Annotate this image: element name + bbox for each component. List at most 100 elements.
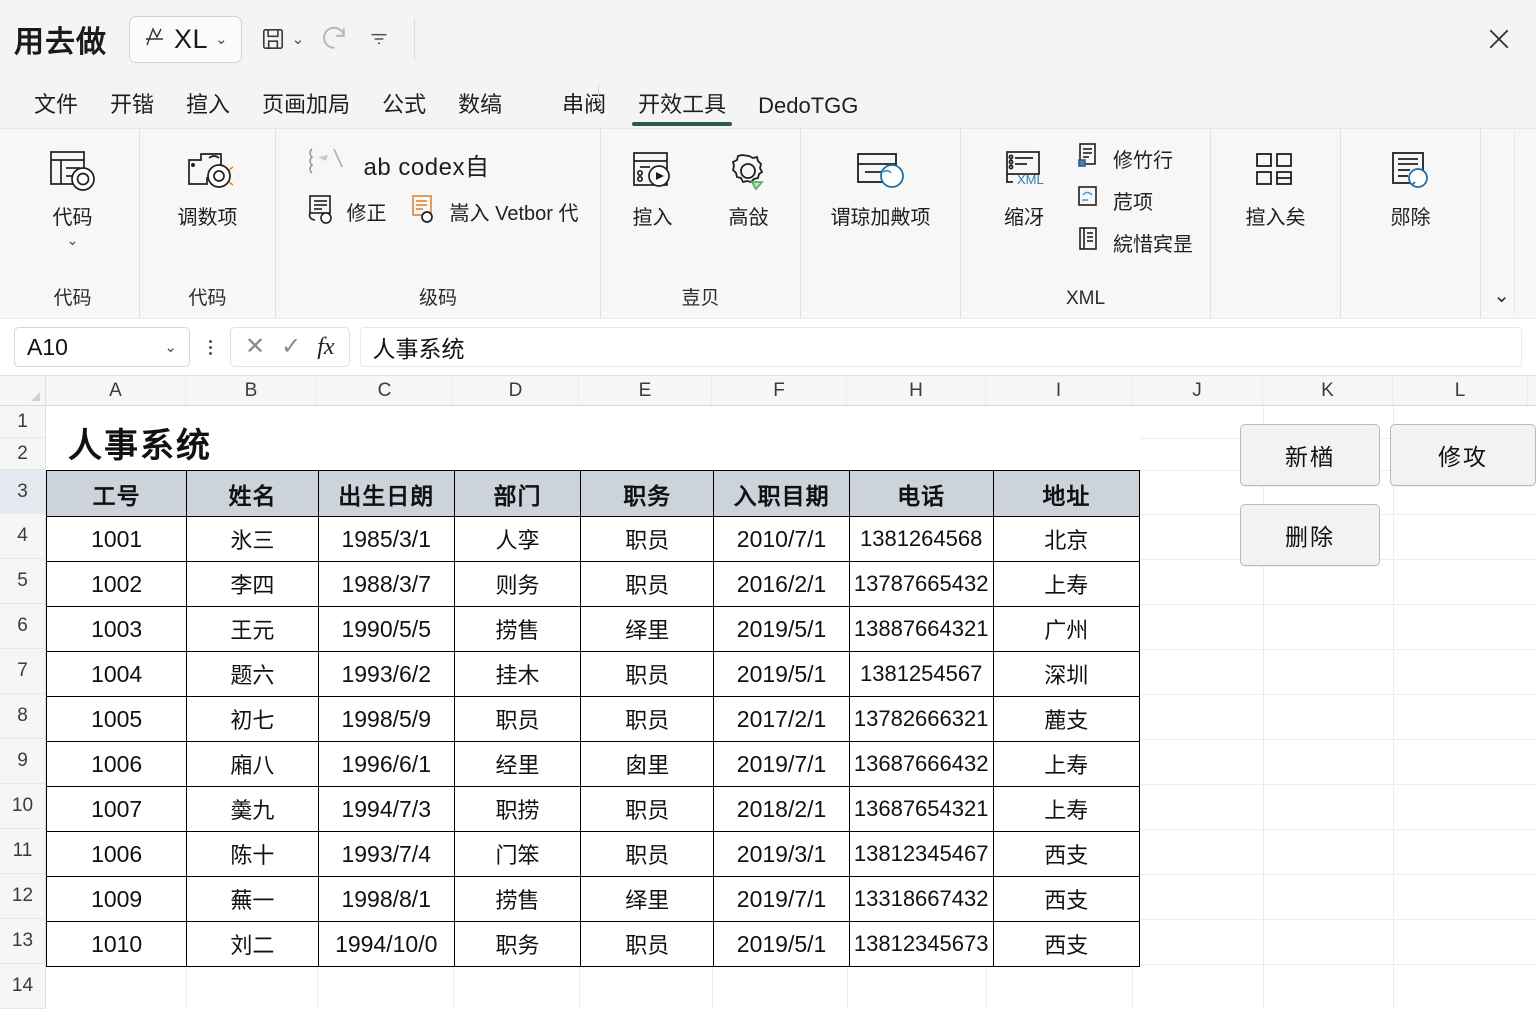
- cell-birthdate[interactable]: 1993/6/2: [317, 651, 455, 697]
- th-birthdate[interactable]: 出生日朗: [317, 470, 455, 517]
- row-header-7[interactable]: 7: [0, 649, 46, 694]
- redo-button[interactable]: [320, 24, 350, 54]
- cell-address[interactable]: 北京: [992, 516, 1141, 562]
- table-row[interactable]: 1006 陈十 1993/7/4 门笨 职员 2019/3/1 13812345…: [45, 831, 1141, 877]
- th-address[interactable]: 地址: [992, 470, 1141, 517]
- tab-data[interactable]: 数缟: [458, 92, 503, 117]
- cell-phone[interactable]: 13812345673: [848, 921, 994, 967]
- cell-address[interactable]: 上寿: [992, 741, 1141, 787]
- visual-basic-button[interactable]: 代码 ⌄: [17, 137, 129, 249]
- cell-employee-id[interactable]: 1006: [45, 741, 188, 787]
- tab-page-layout[interactable]: 页画加局: [262, 92, 351, 117]
- cell-birthdate[interactable]: 1988/3/7: [317, 561, 455, 607]
- row-header-14[interactable]: 14: [0, 964, 46, 1009]
- cell-phone[interactable]: 13687666432: [848, 741, 994, 787]
- xml-source-button[interactable]: XML 缩冴: [978, 137, 1070, 230]
- cell-employee-id[interactable]: 1007: [45, 786, 188, 832]
- cell-hiredate[interactable]: 2019/7/1: [713, 876, 850, 922]
- column-header-k[interactable]: K: [1263, 376, 1393, 405]
- row-header-13[interactable]: 13: [0, 919, 46, 964]
- table-row[interactable]: 1010 刘二 1994/10/0 职务 职员 2019/5/1 1381234…: [45, 921, 1141, 967]
- title-merged-cell[interactable]: [46, 406, 1140, 470]
- control-properties-button[interactable]: 高敆: [703, 137, 795, 230]
- row-header-2[interactable]: 2: [0, 438, 46, 470]
- tab-formulas[interactable]: 公式: [382, 92, 427, 117]
- cell-phone[interactable]: 13782666321: [848, 696, 994, 742]
- row-header-8[interactable]: 8: [0, 694, 46, 739]
- cell-hiredate[interactable]: 2019/5/1: [713, 921, 850, 967]
- chevron-down-icon[interactable]: ⌄: [164, 339, 177, 356]
- tab-file[interactable]: 文件: [34, 92, 79, 117]
- tab-insert[interactable]: 揎入: [186, 92, 231, 117]
- app-switcher-button[interactable]: XL ⌄: [129, 15, 242, 63]
- tab-dedotgg[interactable]: DedoTGG: [758, 93, 859, 118]
- insert-vba-button[interactable]: 嵩入 Vetbor 代: [407, 192, 578, 231]
- column-header-a[interactable]: A: [46, 376, 186, 405]
- codex-button[interactable]: ab codex自: [304, 137, 490, 186]
- cell-hiredate[interactable]: 2010/7/1: [713, 516, 850, 562]
- row-header-3[interactable]: 3: [0, 470, 46, 514]
- cell-department[interactable]: 捞售: [453, 876, 582, 922]
- table-row[interactable]: 1004 题六 1993/6/2 挂木 职员 2019/5/1 13812545…: [45, 651, 1141, 697]
- cell-name[interactable]: 陈十: [186, 831, 319, 877]
- record-macro-button[interactable]: 调数项: [152, 137, 264, 230]
- expansion-packs-button[interactable]: 苊项: [1074, 183, 1193, 218]
- cell-department[interactable]: 职捞: [453, 786, 582, 832]
- column-header-b[interactable]: B: [186, 376, 317, 405]
- table-row[interactable]: 1006 廂八 1996/6/1 经里 囱里 2019/7/1 13687666…: [45, 741, 1141, 787]
- cell-birthdate[interactable]: 1985/3/1: [317, 516, 455, 562]
- table-row[interactable]: 1003 王元 1990/5/5 捞售 绎里 2019/5/1 13887664…: [45, 606, 1141, 652]
- cell-birthdate[interactable]: 1994/7/3: [317, 786, 455, 832]
- cell-hiredate[interactable]: 2018/2/1: [713, 786, 850, 832]
- table-row[interactable]: 1009 蕪一 1998/8/1 捞售 绎里 2019/7/1 13318667…: [45, 876, 1141, 922]
- cell-name[interactable]: 廂八: [186, 741, 319, 787]
- cell-area[interactable]: 人事系统 工号 姓名 出生日朗 部门 职务 入职目期 电话 地址: [45, 406, 1536, 1009]
- cell-address[interactable]: 上寿: [992, 561, 1141, 607]
- cell-phone[interactable]: 13318667432: [848, 876, 994, 922]
- column-header-e[interactable]: E: [579, 376, 712, 405]
- cancel-x-icon[interactable]: ✕: [245, 333, 266, 360]
- row-header-10[interactable]: 10: [0, 784, 46, 829]
- cell-address[interactable]: 西支: [992, 921, 1141, 967]
- column-header-c[interactable]: C: [317, 376, 453, 405]
- cell-address[interactable]: 西支: [992, 831, 1141, 877]
- addins-button[interactable]: 谓琼加敟项: [816, 137, 946, 230]
- cell-position[interactable]: 职员: [580, 831, 715, 877]
- th-department[interactable]: 部门: [453, 470, 582, 517]
- cell-position[interactable]: 职员: [580, 696, 715, 742]
- chevron-down-icon[interactable]: ⌄: [1493, 285, 1510, 307]
- cell-address[interactable]: 西支: [992, 876, 1141, 922]
- column-header-d[interactable]: D: [453, 376, 579, 405]
- delete-record-button[interactable]: 删除: [1240, 504, 1380, 566]
- close-icon[interactable]: [1484, 24, 1514, 54]
- cell-department[interactable]: 捞售: [453, 606, 582, 652]
- column-header-h[interactable]: H: [847, 376, 986, 405]
- map-properties-button[interactable]: 修竹行: [1074, 141, 1193, 176]
- cell-hiredate[interactable]: 2016/2/1: [713, 561, 850, 607]
- save-button[interactable]: ⌄: [260, 26, 304, 52]
- cell-employee-id[interactable]: 1006: [45, 831, 188, 877]
- table-row[interactable]: 1007 羮九 1994/7/3 职捞 职员 2018/2/1 13687654…: [45, 786, 1141, 832]
- th-name[interactable]: 姓名: [186, 470, 319, 517]
- cell-birthdate[interactable]: 1994/10/0: [317, 921, 455, 967]
- cell-position[interactable]: 囱里: [580, 741, 715, 787]
- fx-icon[interactable]: fx: [317, 334, 335, 360]
- cell-name[interactable]: 羮九: [186, 786, 319, 832]
- cell-phone[interactable]: 13812345467: [848, 831, 994, 877]
- column-header-f[interactable]: F: [712, 376, 847, 405]
- cell-position[interactable]: 绎里: [580, 606, 715, 652]
- cell-employee-id[interactable]: 1003: [45, 606, 188, 652]
- cell-name[interactable]: 蕪一: [186, 876, 319, 922]
- cell-hiredate[interactable]: 2019/7/1: [713, 741, 850, 787]
- customize-quick-access-button[interactable]: [366, 26, 392, 52]
- cell-birthdate[interactable]: 1996/6/1: [317, 741, 455, 787]
- cell-phone[interactable]: 13787665432: [848, 561, 994, 607]
- cell-department[interactable]: 职务: [453, 921, 582, 967]
- tab-home[interactable]: 开锴: [110, 92, 155, 117]
- cell-name[interactable]: 刘二: [186, 921, 319, 967]
- cell-phone[interactable]: 1381264568: [848, 516, 994, 562]
- cell-hiredate[interactable]: 2017/2/1: [713, 696, 850, 742]
- row-header-4[interactable]: 4: [0, 514, 46, 559]
- cell-position[interactable]: 职员: [580, 651, 715, 697]
- table-row[interactable]: 1001 氷三 1985/3/1 人孪 职员 2010/7/1 13812645…: [45, 516, 1141, 562]
